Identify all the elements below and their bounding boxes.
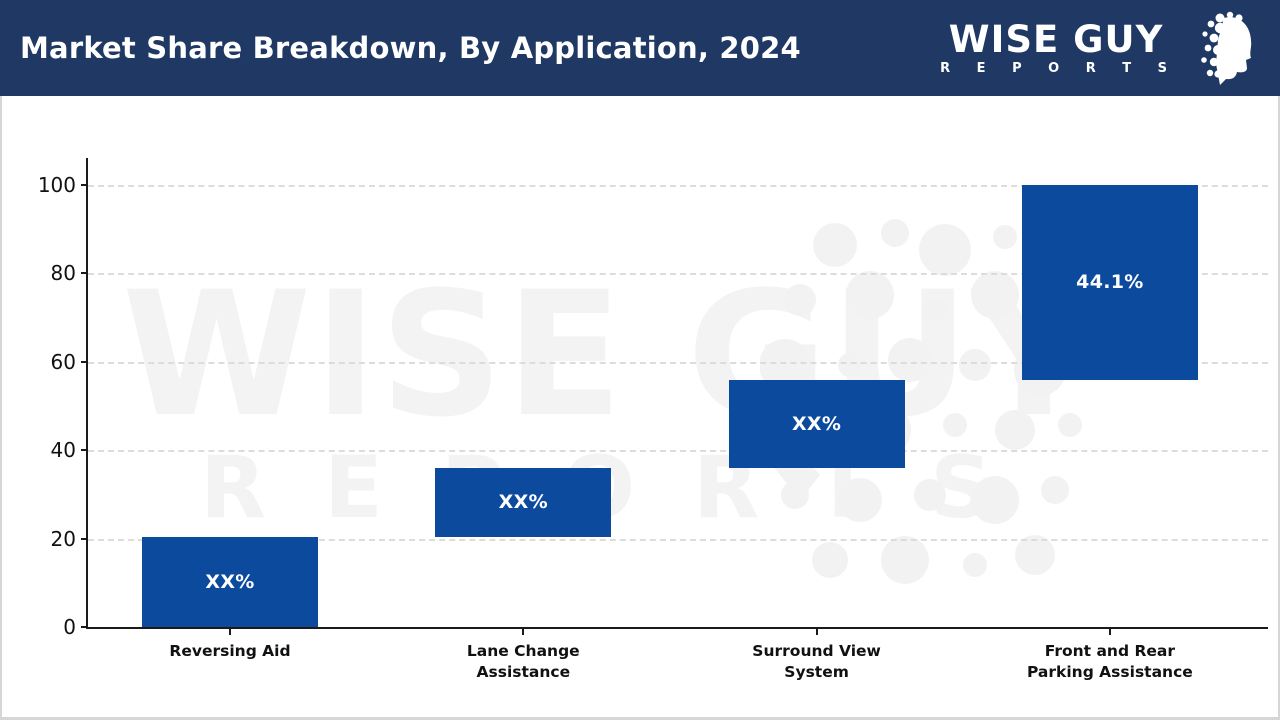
y-tick-label-0: 0 — [63, 615, 76, 639]
bar-value-label: 44.1% — [1076, 271, 1144, 294]
bar-value-label: XX% — [205, 570, 255, 593]
x-tick-mark-2 — [815, 627, 818, 635]
category-label-3: Front and Rear Parking Assistance — [1026, 642, 1193, 681]
logo-face-icon — [1201, 11, 1252, 85]
y-tick-mark-0 — [81, 626, 88, 628]
gridline-y60 — [88, 361, 1268, 364]
chart-title: Market Share Breakdown, By Application, … — [20, 31, 801, 65]
y-tick-mark-20 — [81, 537, 88, 540]
bar-value-label: XX% — [791, 412, 842, 435]
wise-guy-logo: WISE GUY R E P O R T S — [934, 10, 1254, 86]
y-tick-mark-40 — [81, 449, 88, 452]
y-tick-label-60: 60 — [50, 349, 76, 374]
bar-segment-1: XX% — [435, 467, 612, 537]
y-tick-mark-80 — [81, 272, 88, 275]
logo-wordmark: WISE GUY — [948, 17, 1164, 61]
header-bar: Market Share Breakdown, By Application, … — [0, 0, 1280, 96]
gridline-y100 — [88, 184, 1268, 187]
y-tick-mark-60 — [81, 360, 88, 363]
category-label-2: Surround View System — [752, 642, 881, 681]
logo-text: WISE GUY R E P O R T S — [934, 17, 1178, 76]
gridline-y40 — [88, 450, 1268, 453]
x-tick-mark-0 — [229, 627, 231, 635]
x-axis-spine — [86, 627, 1268, 629]
logo-subtitle: R E P O R T S — [940, 60, 1178, 76]
y-tick-label-100: 100 — [37, 172, 76, 197]
y-tick-label-20: 20 — [50, 526, 76, 551]
y-tick-label-40: 40 — [50, 438, 76, 463]
category-label-1: Lane Change Assistance — [466, 642, 580, 681]
gridline-y20 — [88, 538, 1268, 541]
watermark-wordmark: WISE GUY — [121, 254, 1099, 455]
bar-segment-2: XX% — [728, 379, 905, 468]
bar-segment-0: XX% — [142, 536, 318, 627]
category-label-0: Reversing Aid — [169, 642, 291, 660]
y-tick-mark-100 — [81, 183, 88, 186]
gridline-y80 — [88, 273, 1268, 276]
x-tick-mark-1 — [522, 627, 525, 635]
x-tick-mark-3 — [1108, 627, 1111, 635]
y-tick-label-80: 80 — [50, 261, 76, 286]
bar-value-label: XX% — [498, 491, 548, 514]
chart-plot-area: 0 20 40 60 80 100 XX% Reversing Aid XX% Lane Chan… — [38, 158, 1268, 681]
bar-segment-3: 44.1% — [1021, 184, 1198, 380]
y-axis-spine — [86, 158, 88, 629]
